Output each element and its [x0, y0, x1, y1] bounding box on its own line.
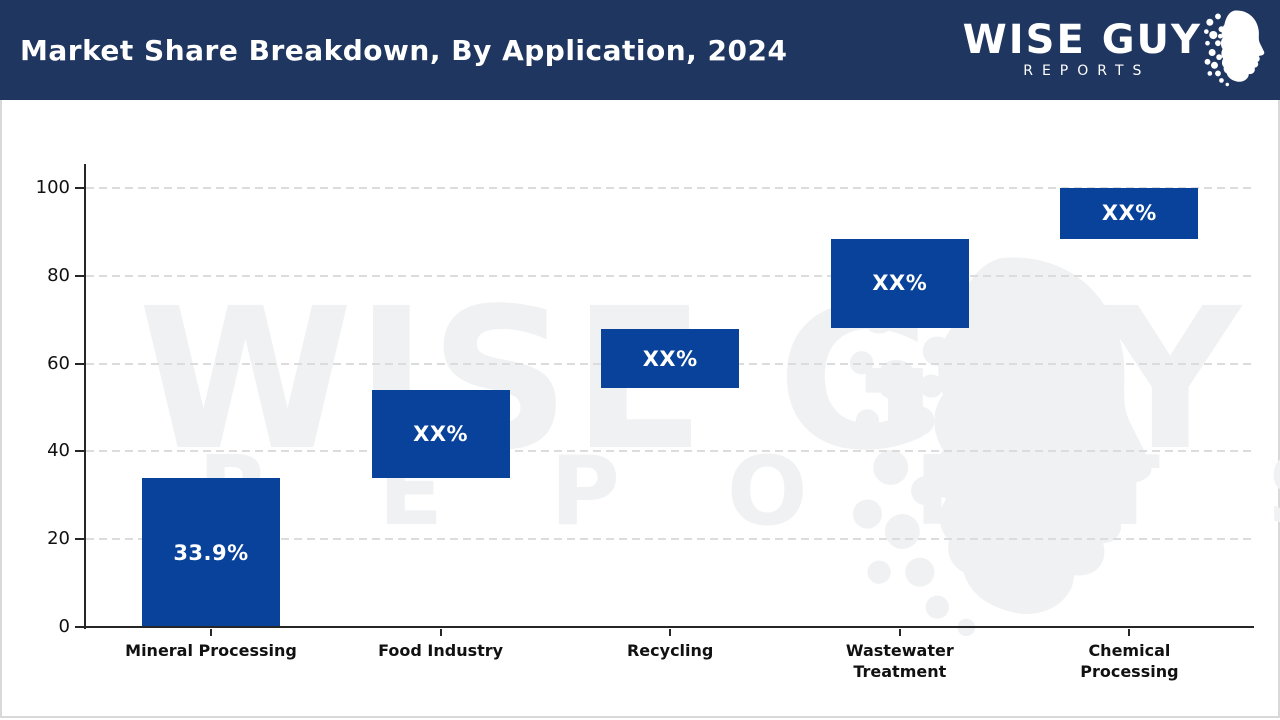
y-axis-tick — [75, 274, 84, 277]
x-axis-tick — [669, 629, 672, 636]
x-axis-category-label: Mineral Processing — [125, 641, 297, 660]
y-axis-tick-label: 20 — [47, 528, 70, 550]
x-axis-category-label: Wastewater Treatment — [845, 641, 954, 681]
brand-name: WISE GUY — [962, 16, 1202, 63]
x-axis-tick — [898, 629, 901, 636]
bar-value-label: XX% — [413, 422, 469, 447]
waterfall-bar: XX% — [371, 389, 510, 479]
brand-subtitle: REPORTS — [1023, 62, 1151, 79]
x-axis-line — [84, 626, 1254, 628]
y-axis-tick-label: 40 — [47, 440, 70, 462]
waterfall-bar: XX% — [1060, 188, 1199, 239]
gridline — [86, 187, 1254, 189]
gridline — [86, 274, 1254, 277]
y-axis-tick — [75, 450, 84, 453]
brand-face-icon — [1204, 8, 1268, 90]
waterfall-bar: XX% — [830, 238, 969, 329]
header-bar: Market Share Breakdown, By Application, … — [0, 0, 1280, 100]
bar-value-label: XX% — [1101, 201, 1157, 226]
y-axis-tick — [75, 187, 84, 189]
chart-frame — [0, 100, 1280, 718]
y-axis-tick-label: 60 — [47, 352, 70, 374]
brand-logo-text: WISE GUY REPORTS — [963, 20, 1202, 79]
x-axis-tick — [1128, 629, 1131, 636]
y-axis-tick-label: 80 — [47, 264, 70, 286]
y-axis-tick-label: 100 — [35, 177, 70, 198]
y-axis-tick — [75, 538, 84, 541]
y-axis-tick — [75, 626, 84, 628]
gridline — [86, 450, 1254, 453]
x-axis-tick — [210, 629, 212, 636]
waterfall-bar: XX% — [601, 328, 740, 389]
gridline — [86, 538, 1254, 541]
x-axis-tick — [439, 629, 442, 636]
brand-logo: WISE GUY REPORTS — [963, 8, 1268, 90]
y-axis-tick — [75, 362, 84, 365]
x-axis-category-label: Chemical Processing — [1080, 641, 1179, 681]
bar-value-label: 33.9% — [173, 540, 249, 565]
bar-value-label: XX% — [642, 346, 698, 371]
y-axis-tick-label: 0 — [58, 616, 70, 637]
x-axis-category-label: Food Industry — [378, 641, 504, 660]
waterfall-bar: 33.9% — [142, 478, 280, 627]
chart-title: Market Share Breakdown, By Application, … — [20, 34, 788, 67]
y-axis-line — [84, 164, 86, 629]
bar-value-label: XX% — [872, 271, 928, 296]
x-axis-category-label: Recycling — [626, 641, 714, 660]
